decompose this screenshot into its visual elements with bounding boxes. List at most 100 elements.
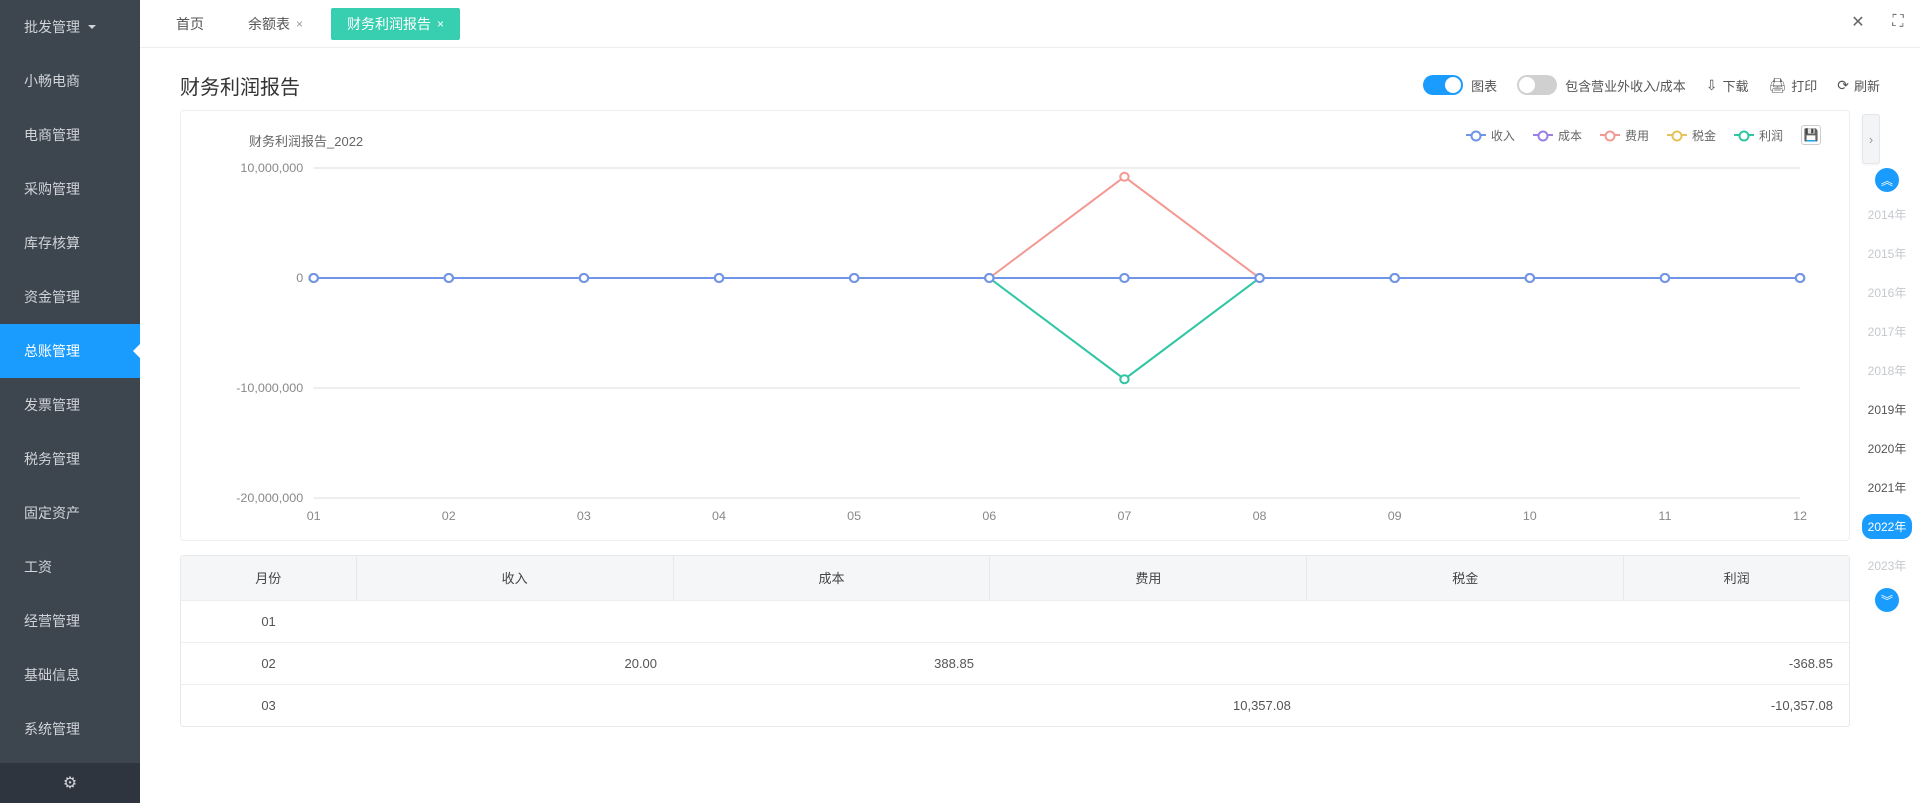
table-header-1: 收入 — [356, 556, 673, 600]
sidebar-item-1[interactable]: 小畅电商 — [0, 54, 140, 108]
year-item-8[interactable]: 2022年 — [1862, 514, 1913, 539]
sidebar-item-2[interactable]: 电商管理 — [0, 108, 140, 162]
print-button[interactable]: 🖨 打印 — [1768, 76, 1817, 95]
sidebar-item-6[interactable]: 总账管理 — [0, 324, 140, 378]
cell-tax — [1307, 684, 1624, 726]
tab-1[interactable]: 余额表× — [232, 8, 319, 40]
legend-label: 利润 — [1759, 127, 1783, 144]
svg-text:08: 08 — [1253, 509, 1267, 523]
fullscreen-button[interactable]: ⛶ — [1884, 8, 1912, 36]
page-actions: 图表 包含营业外收入/成本 ⇩ 下载 🖨 打印 ⟳ — [1423, 75, 1880, 95]
table-row: 0310,357.08-10,357.08 — [181, 684, 1849, 726]
year-scroll-up[interactable]: ︽ — [1875, 168, 1899, 192]
sidebar-item-label: 固定资产 — [24, 503, 80, 523]
svg-text:01: 01 — [307, 509, 321, 523]
sidebar-item-label: 基础信息 — [24, 665, 80, 685]
sidebar-item-label: 批发管理 — [24, 17, 80, 37]
sidebar-item-label: 小畅电商 — [24, 71, 80, 91]
legend-item-1[interactable]: 成本 — [1533, 127, 1582, 144]
sidebar-item-9[interactable]: 固定资产 — [0, 486, 140, 540]
sidebar-item-7[interactable]: 发票管理 — [0, 378, 140, 432]
toggle-extra[interactable] — [1517, 75, 1557, 95]
sidebar-item-8[interactable]: 税务管理 — [0, 432, 140, 486]
tab-0[interactable]: 首页 — [160, 8, 220, 40]
download-button[interactable]: ⇩ 下载 — [1706, 76, 1749, 95]
main-panel: ✕ ⛶ 首页余额表×财务利润报告× 财务利润报告 图表 包含营业外收入/成本 — [140, 0, 1920, 803]
table-header-5: 利润 — [1624, 556, 1849, 600]
cell-month: 02 — [181, 642, 356, 684]
tab-2[interactable]: 财务利润报告 × — [331, 8, 460, 40]
download-label: 下载 — [1722, 76, 1748, 95]
sidebar-item-label: 系统管理 — [24, 719, 80, 739]
year-panel: ︽ 2014年2015年2016年2017年2018年2019年2020年202… — [1860, 168, 1914, 612]
sidebar-item-5[interactable]: 资金管理 — [0, 270, 140, 324]
cell-tax — [1307, 600, 1624, 642]
sidebar-item-4[interactable]: 库存核算 — [0, 216, 140, 270]
table-header-0: 月份 — [181, 556, 356, 600]
legend-label: 费用 — [1625, 127, 1649, 144]
page-header: 财务利润报告 图表 包含营业外收入/成本 ⇩ 下载 🖨 — [180, 60, 1880, 110]
legend-swatch — [1533, 134, 1553, 136]
refresh-icon: ⟳ — [1837, 77, 1849, 94]
year-item-0: 2014年 — [1862, 202, 1913, 227]
toggle-chart[interactable] — [1423, 75, 1463, 95]
sidebar-item-13[interactable]: 系统管理 — [0, 702, 140, 756]
legend-label: 成本 — [1558, 127, 1582, 144]
table-header-3: 费用 — [990, 556, 1307, 600]
year-scroll-down[interactable]: ︾ — [1875, 588, 1899, 612]
table-header-4: 税金 — [1307, 556, 1624, 600]
refresh-button[interactable]: ⟳ 刷新 — [1837, 76, 1880, 95]
legend-swatch — [1466, 134, 1486, 136]
content-row: 财务利润报告_2022 收入成本费用税金利润💾 -20,000,000-10,0… — [180, 110, 1880, 803]
svg-text:10: 10 — [1523, 509, 1537, 523]
tab-close-icon[interactable]: × — [296, 17, 303, 31]
tab-label: 首页 — [176, 14, 204, 34]
legend-swatch — [1600, 134, 1620, 136]
sidebar-item-label: 电商管理 — [24, 125, 80, 145]
cell-income — [356, 600, 673, 642]
page-title: 财务利润报告 — [180, 71, 300, 100]
year-panel-collapse-button[interactable]: › — [1862, 114, 1880, 164]
cell-profit — [1624, 600, 1849, 642]
app-root: 批发管理小畅电商电商管理采购管理库存核算资金管理总账管理发票管理税务管理固定资产… — [0, 0, 1920, 803]
sidebar-item-3[interactable]: 采购管理 — [0, 162, 140, 216]
cell-month: 03 — [181, 684, 356, 726]
sidebar-item-10[interactable]: 工资 — [0, 540, 140, 594]
page-body: 财务利润报告 图表 包含营业外收入/成本 ⇩ 下载 🖨 — [140, 48, 1920, 803]
sidebar-item-label: 资金管理 — [24, 287, 80, 307]
sidebar-settings-button[interactable]: ⚙ — [0, 763, 140, 803]
tab-label: 财务利润报告 — [347, 14, 431, 34]
print-label: 打印 — [1791, 76, 1817, 95]
year-item-7[interactable]: 2021年 — [1862, 475, 1913, 500]
svg-text:-10,000,000: -10,000,000 — [236, 381, 303, 395]
sidebar-item-label: 经营管理 — [24, 611, 80, 631]
chart-legend: 收入 成本 费用 税金 利润 💾 — [1466, 125, 1821, 145]
cell-expense — [990, 642, 1307, 684]
svg-text:02: 02 — [442, 509, 456, 523]
year-item-2: 2016年 — [1862, 280, 1913, 305]
svg-text:11: 11 — [1658, 509, 1671, 523]
svg-text:12: 12 — [1793, 509, 1807, 523]
legend-item-3[interactable]: 税金 — [1667, 127, 1716, 144]
year-item-1: 2015年 — [1862, 241, 1913, 266]
chart-save-button[interactable]: 💾 — [1801, 125, 1821, 145]
svg-text:05: 05 — [847, 509, 861, 523]
svg-text:0: 0 — [296, 271, 303, 285]
year-item-3: 2017年 — [1862, 319, 1913, 344]
legend-item-4[interactable]: 利润 — [1734, 127, 1783, 144]
svg-text:03: 03 — [577, 509, 591, 523]
close-all-tabs-button[interactable]: ✕ — [1844, 8, 1872, 36]
sidebar-item-11[interactable]: 经营管理 — [0, 594, 140, 648]
cell-expense: 10,357.08 — [990, 684, 1307, 726]
download-icon: ⇩ — [1706, 77, 1718, 94]
sidebar-item-label: 发票管理 — [24, 395, 80, 415]
legend-item-2[interactable]: 费用 — [1600, 127, 1649, 144]
year-item-6[interactable]: 2020年 — [1862, 436, 1913, 461]
sidebar-item-12[interactable]: 基础信息 — [0, 648, 140, 702]
legend-item-0[interactable]: 收入 — [1466, 127, 1515, 144]
sidebar-item-0[interactable]: 批发管理 — [0, 0, 140, 54]
cell-expense — [990, 600, 1307, 642]
year-item-5[interactable]: 2019年 — [1862, 397, 1913, 422]
year-item-9: 2023年 — [1862, 553, 1913, 578]
tab-close-icon[interactable]: × — [437, 17, 444, 31]
